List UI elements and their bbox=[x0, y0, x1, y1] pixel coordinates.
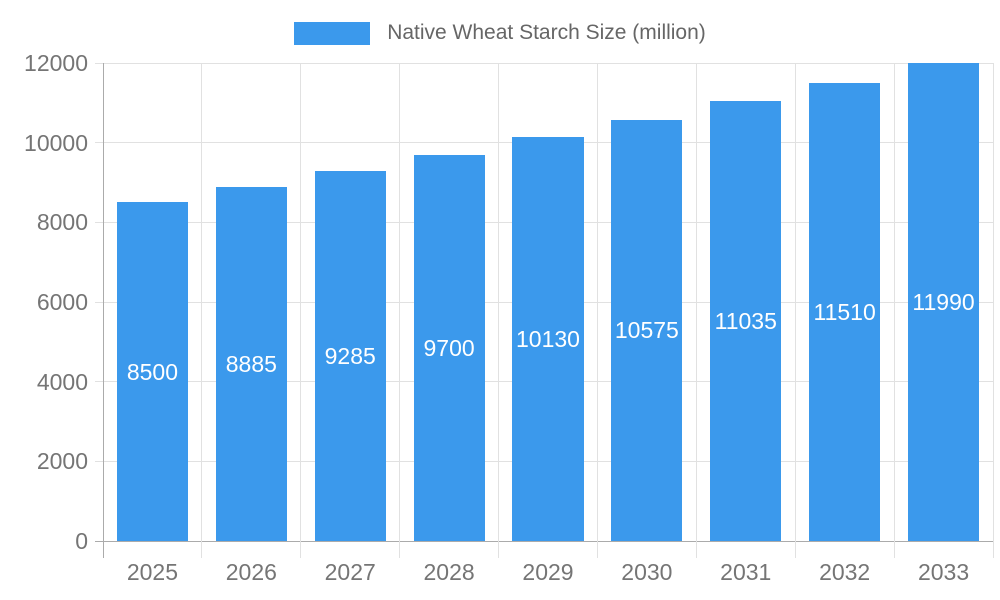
bar-value-label: 9700 bbox=[423, 334, 475, 361]
x-tick-label: 2029 bbox=[522, 559, 574, 585]
x-tick-label: 2031 bbox=[720, 559, 772, 585]
y-tick-label: 6000 bbox=[36, 289, 88, 315]
bar[interactable] bbox=[215, 187, 287, 541]
bar[interactable] bbox=[611, 119, 683, 541]
gridline-vertical bbox=[596, 63, 598, 558]
bar-value-label: 10575 bbox=[614, 317, 679, 344]
gridline-horizontal bbox=[95, 62, 993, 64]
gridline-vertical bbox=[498, 63, 500, 558]
y-tick-label: 8000 bbox=[36, 209, 88, 236]
x-tick-label: 2033 bbox=[917, 559, 970, 585]
y-tick-label: 12000 bbox=[24, 50, 88, 76]
bar-value-label: 8885 bbox=[225, 351, 277, 378]
x-tick-label: 2025 bbox=[126, 559, 179, 585]
y-tick-label: 2000 bbox=[36, 448, 88, 475]
bar-value-label: 11035 bbox=[714, 308, 777, 335]
x-tick-label: 2032 bbox=[819, 559, 871, 585]
bar[interactable] bbox=[116, 202, 189, 541]
gridline-vertical bbox=[893, 63, 895, 558]
bar[interactable] bbox=[512, 137, 584, 541]
bar[interactable] bbox=[907, 63, 980, 541]
bar[interactable] bbox=[710, 101, 782, 541]
x-tick-label: 2026 bbox=[225, 559, 277, 585]
gridline-vertical bbox=[992, 63, 994, 558]
y-tick-label: 10000 bbox=[24, 129, 88, 156]
bar-value-label: 9285 bbox=[324, 343, 376, 370]
legend-swatch bbox=[294, 21, 371, 45]
bar-value-label: 11990 bbox=[912, 289, 975, 316]
legend-label: Native Wheat Starch Size (million) bbox=[387, 21, 706, 44]
bar[interactable] bbox=[314, 171, 386, 541]
gridline-vertical bbox=[300, 63, 302, 558]
gridline-vertical bbox=[695, 63, 697, 558]
legend[interactable]: Native Wheat Starch Size (million) bbox=[0, 20, 1000, 46]
bar[interactable] bbox=[809, 82, 881, 541]
x-tick-label: 2028 bbox=[423, 559, 475, 585]
y-tick-label: 4000 bbox=[36, 368, 88, 395]
x-axis-line bbox=[95, 540, 993, 542]
y-axis-line bbox=[102, 63, 104, 558]
bar-value-label: 10130 bbox=[516, 326, 580, 353]
gridline-vertical bbox=[794, 63, 796, 558]
y-tick-label: 0 bbox=[75, 528, 88, 554]
gridline-vertical bbox=[399, 63, 401, 558]
gridline-vertical bbox=[201, 63, 203, 558]
x-tick-label: 2027 bbox=[324, 559, 376, 585]
bar-value-label: 8500 bbox=[126, 358, 179, 385]
bar-value-label: 11510 bbox=[813, 298, 876, 325]
bar[interactable] bbox=[413, 154, 485, 541]
x-tick-label: 2030 bbox=[621, 559, 673, 585]
